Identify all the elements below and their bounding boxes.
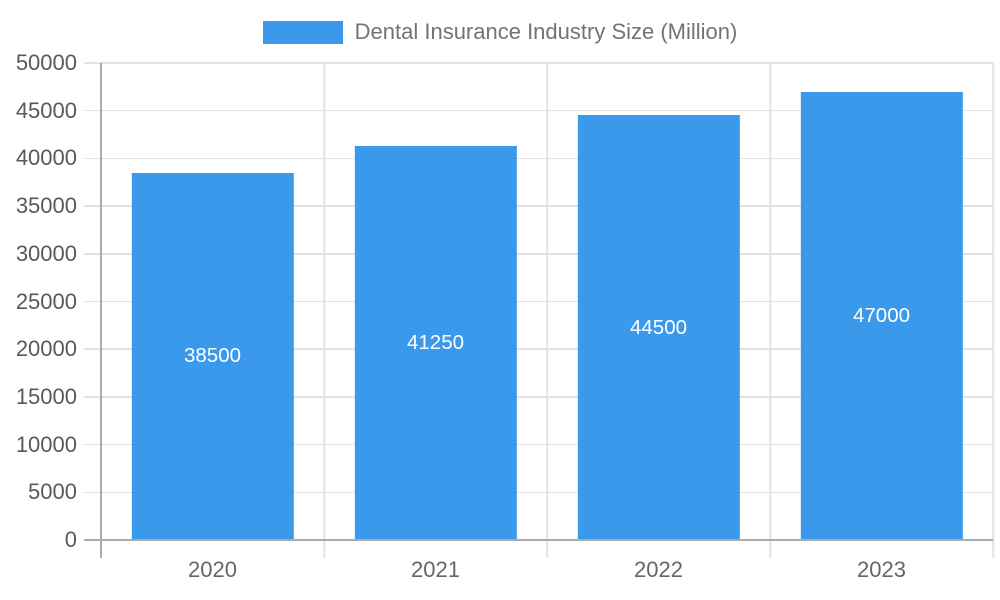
x-tick-label: 2020 bbox=[188, 557, 237, 582]
bar-2020: 38500 bbox=[131, 172, 294, 540]
y-tick-label: 30000 bbox=[15, 240, 77, 266]
legend-swatch bbox=[262, 20, 343, 44]
x-axis-line bbox=[84, 539, 993, 541]
bar-value-label: 47000 bbox=[852, 303, 910, 327]
y-tick-label: 40000 bbox=[15, 145, 77, 171]
category-boundary-line bbox=[546, 63, 548, 558]
x-tick-label: 2023 bbox=[857, 557, 906, 582]
bar-2023: 47000 bbox=[800, 91, 963, 540]
x-tick-label: 2021 bbox=[411, 557, 460, 582]
y-tick-label: 15000 bbox=[15, 383, 77, 409]
plot-area: 0 5000 10000 15000 20000 25000 30000 35000 40000… bbox=[16, 52, 994, 581]
legend-label: Dental Insurance Industry Size (Million) bbox=[354, 19, 738, 44]
gridline bbox=[84, 157, 993, 160]
bar-value-label: 38500 bbox=[183, 344, 241, 368]
gridline bbox=[84, 205, 993, 207]
y-tick-label: 50000 bbox=[15, 50, 77, 75]
gridline bbox=[84, 109, 993, 112]
x-tick-label: 2022 bbox=[634, 557, 683, 582]
bar-value-label: 44500 bbox=[629, 315, 687, 339]
bar-2022: 44500 bbox=[577, 115, 740, 540]
y-tick-label: 25000 bbox=[15, 288, 77, 314]
y-tick-label: 35000 bbox=[15, 193, 77, 219]
category-boundary-line bbox=[323, 63, 325, 558]
gridline bbox=[84, 300, 993, 303]
y-tick-label: 0 bbox=[64, 527, 77, 552]
legend: Dental Insurance Industry Size (Million) bbox=[0, 17, 1000, 47]
y-tick-label: 20000 bbox=[15, 336, 77, 362]
gridline bbox=[84, 491, 993, 494]
category-boundary-line bbox=[992, 63, 994, 558]
gridline bbox=[84, 396, 993, 398]
gridline bbox=[84, 253, 993, 255]
bar-2021: 41250 bbox=[354, 146, 517, 540]
gridline bbox=[84, 443, 993, 446]
y-tick-label: 5000 bbox=[28, 479, 77, 505]
gridline bbox=[84, 62, 993, 64]
bar-value-label: 41250 bbox=[406, 331, 464, 355]
category-boundary-line bbox=[769, 63, 771, 558]
y-axis-line bbox=[100, 63, 102, 558]
y-tick-label: 10000 bbox=[15, 431, 77, 457]
gridline bbox=[84, 348, 993, 350]
y-tick-label: 45000 bbox=[15, 97, 77, 123]
